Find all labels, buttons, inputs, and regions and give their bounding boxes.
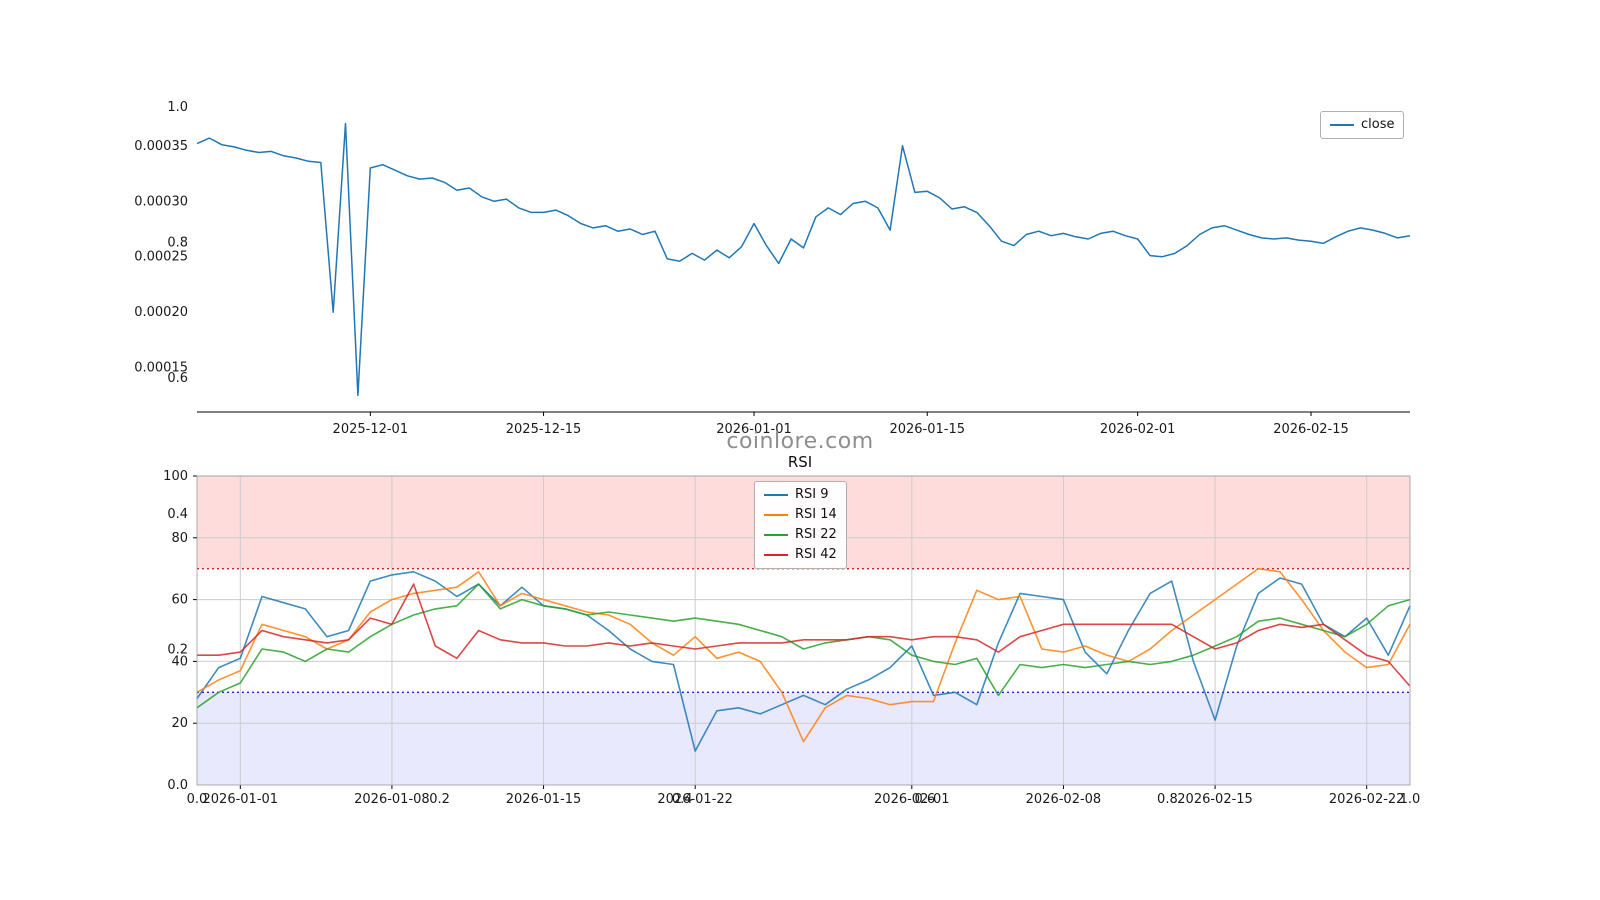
- rsi-x-tick-label: 2026-02-01: [874, 792, 950, 807]
- rsi-axes-border: [196, 475, 1411, 786]
- rsi-22-line-swatch: [764, 534, 788, 536]
- price-x-tick-label: 2026-02-15: [1273, 422, 1349, 437]
- overlay-y-tick-label: 0.4: [167, 507, 188, 522]
- rsi-x-tick-label: 2026-01-08: [354, 792, 430, 807]
- price-y-tick-label: 0.00020: [134, 305, 188, 320]
- rsi-14-legend-label: RSI 14: [795, 507, 837, 522]
- overlay-x-tick-label: 0.8: [1157, 792, 1178, 807]
- rsi-y-tick-label: 100: [163, 469, 188, 484]
- price-y-tick-label: 0.00030: [134, 194, 188, 209]
- overlay-y-tick-label: 0.6: [167, 371, 188, 386]
- overlay-y-tick-label: 0.0: [167, 778, 188, 793]
- rsi-14-line: [196, 567, 1411, 743]
- price-x-tick-label: 2025-12-01: [333, 422, 409, 437]
- rsi-42-line-swatch: [764, 554, 788, 556]
- price-y-tick-label: 0.00025: [134, 250, 188, 265]
- rsi-y-tick-label: 60: [171, 593, 188, 608]
- rsi-x-tick-label: 2026-02-22: [1329, 792, 1405, 807]
- rsi-y-tick-label: 20: [171, 716, 188, 731]
- rsi-14-line-swatch: [764, 514, 788, 516]
- rsi-x-tick-label: 2026-01-15: [506, 792, 582, 807]
- rsi-legend: RSI 9 RSI 14 RSI 22 RSI 42: [754, 481, 847, 569]
- rsi-x-tick-label: 2026-02-15: [1177, 792, 1253, 807]
- rsi-9-line: [196, 570, 1411, 752]
- legend-entry-rsi-14: RSI 14: [764, 507, 837, 523]
- rsi-x-tick-label: 2026-01-22: [657, 792, 733, 807]
- rsi-y-tick-label: 40: [171, 654, 188, 669]
- rsi-x-tick-label: 2026-02-08: [1026, 792, 1102, 807]
- price-x-tick-label: 2025-12-15: [506, 422, 582, 437]
- rsi-42-legend-label: RSI 42: [795, 547, 837, 562]
- rsi-42-line: [197, 583, 1411, 687]
- close-line-swatch: [1330, 124, 1354, 126]
- legend-entry-rsi-9: RSI 9: [764, 487, 837, 503]
- price-x-tick-label: 2026-02-01: [1100, 422, 1176, 437]
- oversold-band: [197, 692, 1410, 785]
- close-line: [196, 122, 1411, 397]
- overlay-x-tick-label: 1.0: [1400, 792, 1421, 807]
- rsi-x-tick-label: 2026-01-01: [203, 792, 279, 807]
- legend-entry-close: close: [1330, 117, 1394, 133]
- price-y-tick-label: 0.00015: [134, 361, 188, 376]
- price-y-tick-label: 0.00035: [134, 139, 188, 154]
- legend-entry-rsi-22: RSI 22: [764, 527, 837, 543]
- overlay-x-tick-label: 0.6: [914, 792, 935, 807]
- watermark: coinlore.com: [726, 429, 874, 454]
- price-x-tick-label: 2026-01-01: [716, 422, 792, 437]
- overlay-x-tick-label: 0.2: [429, 792, 450, 807]
- overlay-x-tick-label: 0.4: [672, 792, 693, 807]
- rsi-9-line-swatch: [764, 494, 788, 496]
- legend-entry-rsi-42: RSI 42: [764, 547, 837, 563]
- price-x-tick-label: 2026-01-15: [889, 422, 965, 437]
- overlay-y-tick-label: 1.0: [167, 100, 188, 115]
- close-legend-label: close: [1361, 117, 1395, 132]
- overlay-x-tick-label: 0.0: [187, 792, 208, 807]
- rsi-22-legend-label: RSI 22: [795, 527, 837, 542]
- rsi-chart-title: RSI: [787, 453, 813, 471]
- overlay-y-tick-label: 0.8: [167, 236, 188, 251]
- price-legend: close: [1320, 111, 1405, 139]
- overlay-y-tick-label: 0.2: [167, 642, 188, 657]
- rsi-9-legend-label: RSI 9: [795, 487, 829, 502]
- rsi-22-line: [196, 583, 1411, 709]
- rsi-y-tick-label: 80: [171, 531, 188, 546]
